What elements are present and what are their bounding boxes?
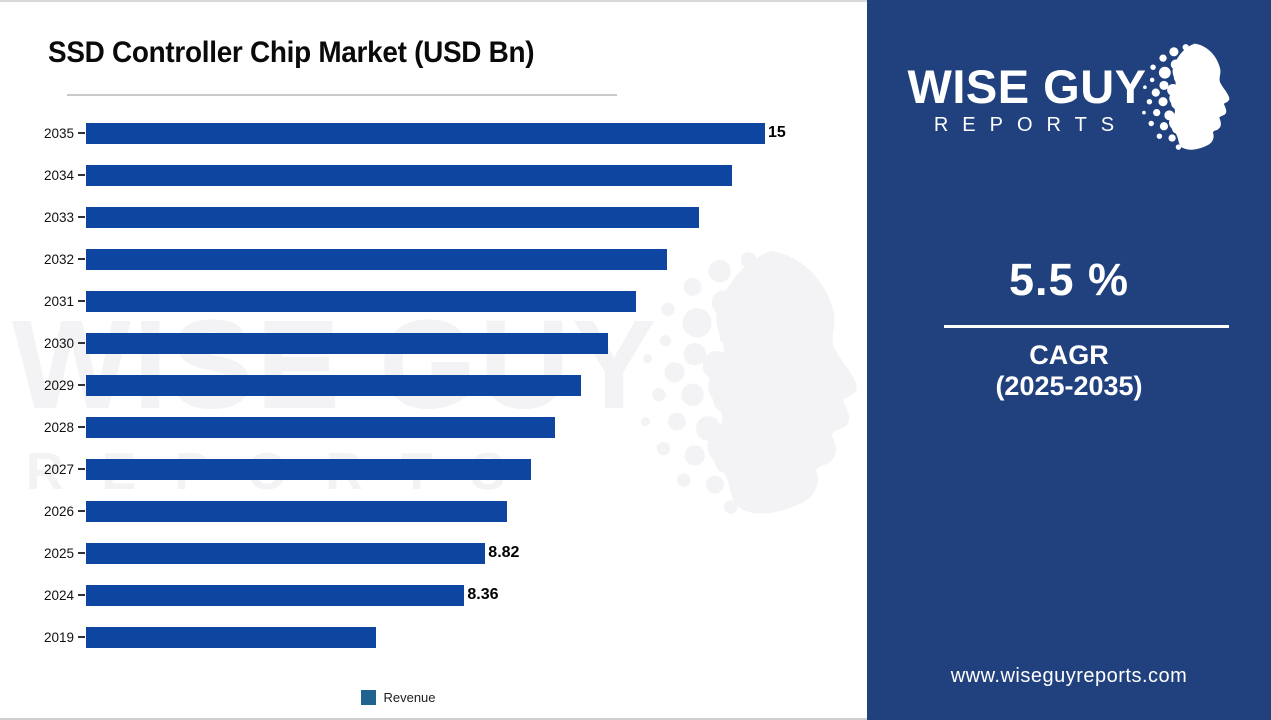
axis-tick <box>78 132 85 134</box>
chart-row: 2025 8.82 <box>28 532 858 574</box>
revenue-bar <box>86 542 486 564</box>
revenue-bar <box>86 374 581 396</box>
revenue-bar <box>86 500 508 522</box>
year-axis-label: 2031 <box>43 293 74 309</box>
brand-panel: WISE GUY REPORTS 5.5 % CAGR (2025-2035) <box>867 0 1271 720</box>
year-axis-label: 2035 <box>43 125 74 141</box>
chart-row: 2026 <box>28 490 858 532</box>
axis-tick <box>78 510 85 512</box>
bar-value-label: 15 <box>768 124 786 141</box>
axis-tick <box>78 552 85 554</box>
watermark-head-icon <box>640 250 857 514</box>
year-axis-label: 2019 <box>43 629 74 645</box>
title-divider <box>67 94 617 96</box>
revenue-bar <box>86 290 637 312</box>
revenue-bar <box>86 206 699 228</box>
axis-tick <box>78 300 85 302</box>
cagr-label-line2: (2025-2035) <box>995 371 1143 401</box>
cagr-label: CAGR (2025-2035) <box>867 340 1271 402</box>
axis-tick <box>78 342 85 344</box>
logo-text: WISE GUY REPORTS <box>907 59 1147 138</box>
chart-panel: WISE GUY REPORTS SSD Controller Chip Mar… <box>0 0 867 720</box>
revenue-bar <box>86 626 377 648</box>
year-axis-label: 2033 <box>43 209 74 225</box>
chart-row: 2032 <box>28 238 858 280</box>
chart-row: 2024 8.36 <box>28 574 858 616</box>
logo: WISE GUY REPORTS <box>887 40 1253 158</box>
axis-tick <box>78 384 85 386</box>
revenue-bar <box>86 122 765 144</box>
revenue-bar <box>86 416 555 438</box>
logo-head-icon <box>1141 43 1229 150</box>
revenue-bar <box>86 584 465 606</box>
cagr-value: 5.5 % <box>1008 254 1130 305</box>
year-axis-label: 2032 <box>43 251 74 267</box>
legend-label: Revenue <box>383 690 436 705</box>
year-axis-label: 2025 <box>43 545 74 561</box>
axis-tick <box>78 216 85 218</box>
legend: Revenue <box>0 690 832 705</box>
logo-subtitle: REPORTS <box>933 114 1129 137</box>
chart-row: 2027 <box>28 448 858 490</box>
axis-tick <box>78 426 85 428</box>
axis-tick <box>78 174 85 176</box>
bar-value-label: 8.36 <box>467 586 499 603</box>
chart-row: 2035 15 <box>28 112 858 154</box>
year-axis-label: 2029 <box>43 377 74 393</box>
watermark-wordmark: WISE GUY <box>12 294 659 435</box>
revenue-bar <box>86 164 733 186</box>
chart-row: 2029 <box>28 364 858 406</box>
cagr-label-line1: CAGR <box>1029 340 1109 370</box>
chart-row: 2030 <box>28 322 858 364</box>
website-url[interactable]: www.wiseguyreports.com <box>950 665 1188 687</box>
year-axis-label: 2026 <box>43 503 74 519</box>
revenue-bar <box>86 332 608 354</box>
chart-title: SSD Controller Chip Market (USD Bn) <box>48 36 535 69</box>
year-axis-label: 2027 <box>43 461 74 477</box>
revenue-bar <box>86 248 667 270</box>
logo-wordmark: WISE GUY <box>907 59 1147 113</box>
bar-chart: 2035 15 2034 2033 2032 2031 2030 2029 <box>28 112 858 658</box>
chart-row: 2033 <box>28 196 858 238</box>
year-axis-label: 2028 <box>43 419 74 435</box>
chart-row: 2031 <box>28 280 858 322</box>
axis-tick <box>78 468 85 470</box>
axis-tick <box>78 636 85 638</box>
axis-tick <box>78 594 85 596</box>
year-axis-label: 2030 <box>43 335 74 351</box>
axis-tick <box>78 258 85 260</box>
year-axis-label: 2034 <box>43 167 74 183</box>
chart-row: 2034 <box>28 154 858 196</box>
legend-swatch <box>361 690 377 705</box>
cagr-divider <box>944 325 1229 328</box>
bar-value-label: 8.82 <box>488 544 520 561</box>
revenue-bar <box>86 458 531 480</box>
chart-row: 2019 <box>28 616 858 658</box>
chart-row: 2028 <box>28 406 858 448</box>
year-axis-label: 2024 <box>43 587 74 603</box>
